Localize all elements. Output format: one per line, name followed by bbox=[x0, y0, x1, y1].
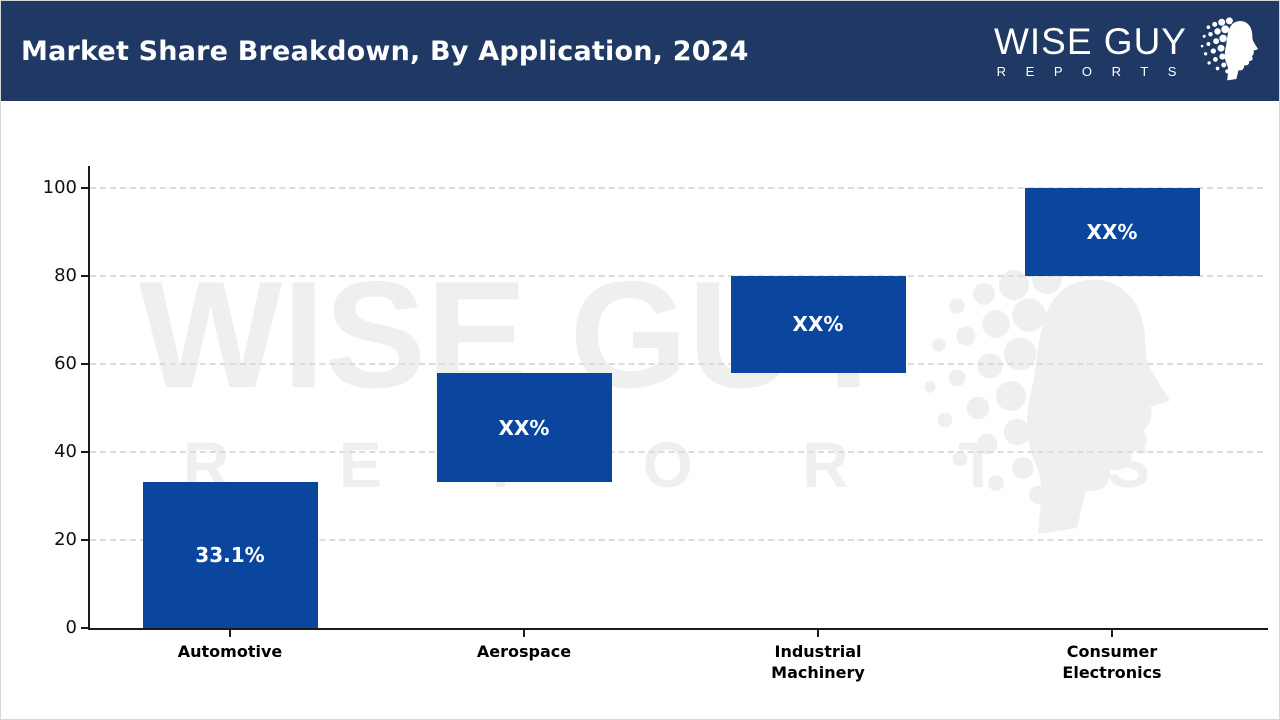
y-gridline bbox=[90, 451, 1263, 453]
logo-subtitle: R E P O R T S bbox=[996, 64, 1185, 79]
y-tick-mark bbox=[81, 363, 88, 365]
x-category-label: Automotive bbox=[177, 642, 283, 661]
y-tick-mark bbox=[81, 451, 88, 453]
waterfall-bar-consumer-electronics bbox=[1024, 188, 1200, 276]
y-tick-label: 100 bbox=[42, 177, 77, 198]
y-tick-label: 80 bbox=[54, 265, 77, 286]
logo-wordmark: WISE GUY bbox=[993, 21, 1187, 62]
bar-value-label: XX% bbox=[1086, 220, 1138, 244]
x-tick-mark bbox=[229, 630, 231, 637]
chart-title: Market Share Breakdown, By Application, … bbox=[21, 35, 749, 67]
header-bar: Market Share Breakdown, By Application, … bbox=[1, 1, 1279, 101]
y-gridline bbox=[90, 187, 1263, 189]
watermark-head-icon bbox=[924, 264, 1170, 534]
y-tick-mark bbox=[81, 627, 88, 629]
x-tick-mark bbox=[523, 630, 525, 637]
x-category-label: Consumer Electronics bbox=[1062, 642, 1162, 682]
y-tick-mark bbox=[81, 539, 88, 541]
y-tick-label: 0 bbox=[65, 617, 77, 638]
waterfall-chart: 0 20 40 60 80 100 33.1% Automotive XX% Aerospace… bbox=[1, 101, 1279, 719]
x-tick-mark bbox=[817, 630, 819, 637]
bar-value-label: XX% bbox=[498, 415, 550, 440]
x-category-label: Industrial Machinery bbox=[771, 642, 865, 682]
y-gridline bbox=[90, 275, 1263, 277]
x-category-label: Aerospace bbox=[476, 642, 572, 661]
logo-text: WISE GUY R E P O R T S bbox=[994, 23, 1187, 79]
y-tick-mark bbox=[81, 275, 88, 277]
wise-guy-logo: WISE GUY R E P O R T S bbox=[994, 8, 1263, 94]
waterfall-bar-industrial-machinery bbox=[730, 276, 906, 373]
waterfall-bar-automotive bbox=[142, 482, 318, 628]
y-tick-label: 20 bbox=[54, 529, 77, 550]
y-gridline bbox=[90, 539, 1263, 541]
logo-head-icon bbox=[1200, 17, 1259, 81]
y-tick-mark bbox=[81, 187, 88, 189]
x-axis-line bbox=[88, 628, 1268, 630]
y-tick-label: 60 bbox=[54, 353, 77, 374]
y-axis-line bbox=[88, 166, 90, 630]
bar-value-label: 33.1% bbox=[195, 543, 265, 568]
x-tick-mark bbox=[1111, 630, 1113, 637]
bar-value-label: XX% bbox=[792, 312, 844, 337]
waterfall-bar-aerospace bbox=[436, 372, 612, 483]
y-gridline bbox=[90, 363, 1263, 365]
y-tick-label: 40 bbox=[54, 441, 77, 462]
